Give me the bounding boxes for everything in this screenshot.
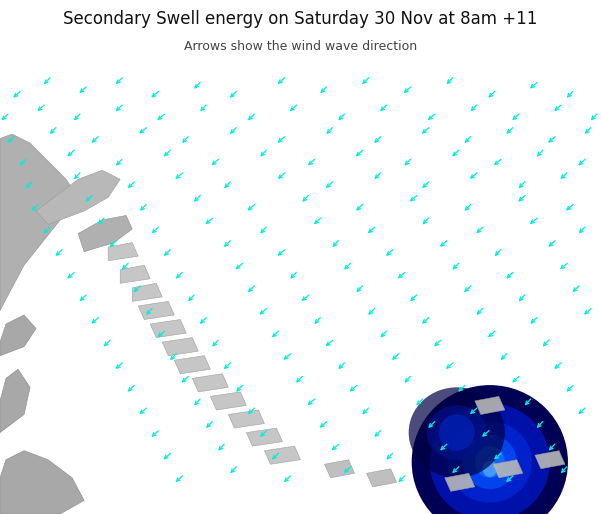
Polygon shape bbox=[246, 428, 282, 446]
Polygon shape bbox=[0, 369, 30, 433]
Polygon shape bbox=[493, 460, 523, 478]
Polygon shape bbox=[228, 410, 264, 428]
Ellipse shape bbox=[483, 461, 497, 477]
Polygon shape bbox=[108, 243, 138, 261]
Polygon shape bbox=[150, 320, 186, 338]
Text: Arrows show the wind wave direction: Arrows show the wind wave direction bbox=[184, 40, 417, 53]
Polygon shape bbox=[162, 338, 198, 356]
Polygon shape bbox=[132, 283, 162, 301]
Text: Secondary Swell energy on Saturday 30 Nov at 8am +11: Secondary Swell energy on Saturday 30 No… bbox=[63, 9, 538, 28]
Ellipse shape bbox=[463, 435, 517, 489]
Polygon shape bbox=[264, 446, 300, 464]
Ellipse shape bbox=[439, 414, 475, 451]
Polygon shape bbox=[0, 315, 36, 356]
Polygon shape bbox=[367, 469, 397, 487]
Polygon shape bbox=[535, 451, 565, 469]
Polygon shape bbox=[445, 473, 475, 491]
Ellipse shape bbox=[448, 421, 532, 503]
Polygon shape bbox=[78, 215, 132, 252]
Polygon shape bbox=[210, 392, 246, 410]
Ellipse shape bbox=[430, 403, 550, 514]
Polygon shape bbox=[475, 396, 505, 414]
Polygon shape bbox=[138, 301, 174, 320]
Polygon shape bbox=[192, 374, 228, 392]
Polygon shape bbox=[0, 134, 78, 310]
Polygon shape bbox=[325, 460, 355, 478]
Ellipse shape bbox=[412, 385, 568, 514]
Polygon shape bbox=[0, 451, 84, 514]
Ellipse shape bbox=[409, 388, 505, 478]
Polygon shape bbox=[174, 356, 210, 374]
Polygon shape bbox=[120, 265, 150, 283]
Ellipse shape bbox=[475, 446, 505, 478]
Ellipse shape bbox=[427, 406, 487, 460]
Polygon shape bbox=[36, 170, 120, 225]
